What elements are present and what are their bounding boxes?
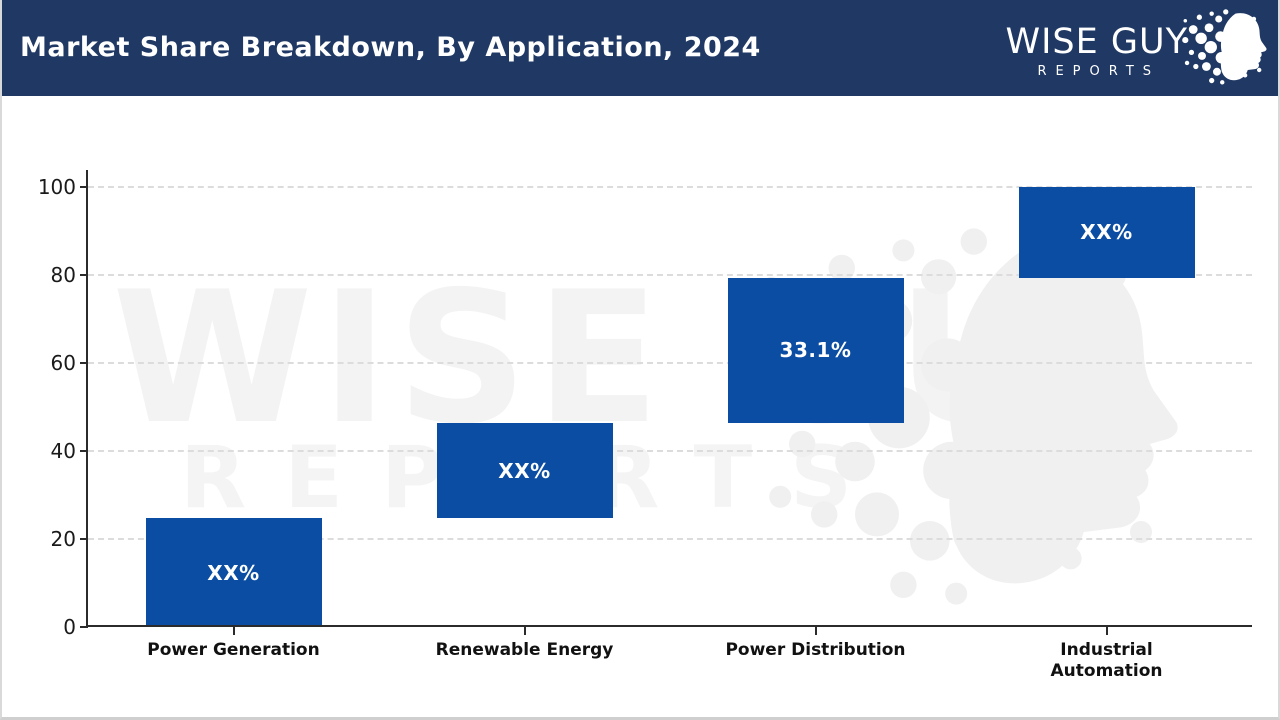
x-category-label: Power Generation: [147, 640, 320, 660]
bar-value-label: XX%: [207, 560, 260, 585]
grid-line: [88, 362, 1252, 364]
header-bar: Market Share Breakdown, By Application, …: [0, 0, 1280, 96]
brand-logo: WISE GUY REPORTS: [1005, 0, 1270, 96]
y-tick-label: 0: [63, 615, 76, 639]
page-title: Market Share Breakdown, By Application, …: [20, 32, 761, 63]
grid-line: [88, 186, 1252, 188]
y-axis-line: [86, 170, 88, 627]
bar: 33.1%: [727, 277, 904, 424]
grid-line: [88, 538, 1252, 540]
x-tick: [1105, 627, 1108, 635]
y-tick: [80, 538, 88, 540]
brand-dotted-face-icon: [1180, 8, 1268, 88]
y-tick-label: 100: [37, 175, 76, 199]
bar: XX%: [1018, 187, 1195, 278]
y-tick: [80, 186, 88, 188]
brand-subtitle: REPORTS: [1037, 64, 1161, 79]
grid-line: [88, 450, 1252, 452]
x-axis-line: [86, 625, 1252, 627]
grid-line: [88, 274, 1252, 276]
x-tick: [814, 627, 817, 635]
x-category-label: Industrial Automation: [1050, 640, 1163, 681]
brand-logo-text: WISE GUY REPORTS: [1005, 22, 1188, 79]
bar: XX%: [436, 423, 613, 519]
x-category-label: Renewable Energy: [435, 640, 614, 660]
bar-value-label: 33.1%: [779, 338, 852, 363]
brand-name: WISE GUY: [1005, 22, 1188, 62]
bar: XX%: [145, 518, 322, 627]
y-tick-label: 80: [50, 263, 76, 287]
bar-value-label: XX%: [498, 458, 551, 483]
y-tick-label: 40: [50, 439, 76, 463]
x-category-label: Power Distribution: [725, 640, 906, 660]
y-tick-label: 20: [50, 527, 76, 551]
y-tick-label: 60: [50, 351, 76, 375]
x-tick: [523, 627, 526, 635]
bar-value-label: XX%: [1080, 220, 1133, 245]
y-tick: [80, 274, 88, 276]
y-tick: [80, 626, 88, 628]
y-tick: [80, 362, 88, 364]
y-tick: [80, 450, 88, 452]
x-tick: [232, 627, 235, 635]
